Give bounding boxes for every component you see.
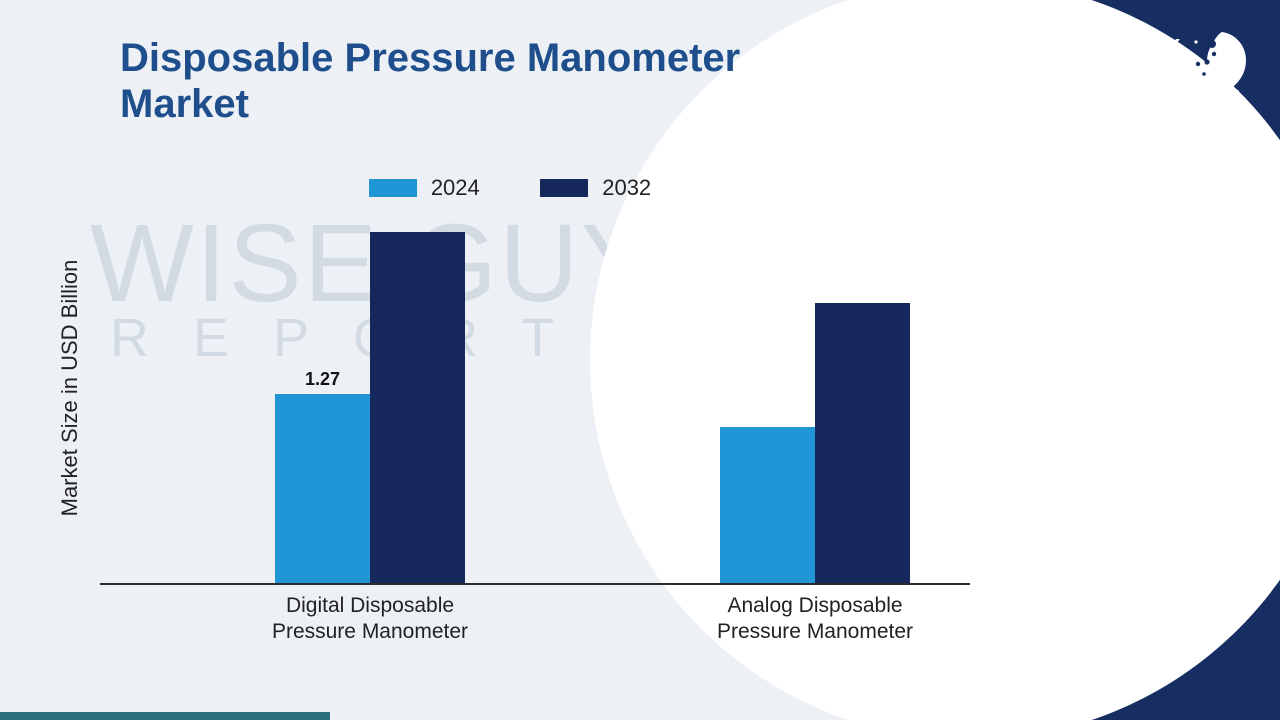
- legend-swatch-2032: [540, 179, 588, 197]
- category-label-digital: Digital Disposable Pressure Manometer: [250, 593, 490, 646]
- bar-analog-2032: [815, 303, 910, 585]
- bar-analog-2024: [720, 427, 815, 585]
- legend: 2024 2032: [50, 175, 970, 202]
- legend-label-2024: 2024: [431, 175, 480, 201]
- y-axis-label: Market Size in USD Billion: [57, 198, 83, 578]
- bar-digital-2024: [275, 394, 370, 585]
- chart-title: Disposable Pressure Manometer Market: [120, 35, 800, 127]
- brand-logo: WISE GUY REPORTS: [994, 30, 1250, 102]
- bar-value-label-digital-2024: 1.27: [275, 369, 370, 390]
- bottom-accent-bar: [0, 712, 330, 720]
- legend-label-2032: 2032: [602, 175, 651, 201]
- bar-digital-2032: [370, 232, 465, 585]
- brand-logo-line1: WISE GUY: [994, 31, 1182, 72]
- plot-area: 1.27 Digital Disposable Pressure Manomet…: [100, 225, 970, 585]
- category-label-analog: Analog Disposable Pressure Manometer: [695, 593, 935, 646]
- legend-item-2024: 2024: [369, 175, 480, 201]
- chart-area: 2024 2032 Market Size in USD Billion 1.2…: [50, 175, 970, 705]
- x-axis-baseline: [100, 583, 970, 585]
- legend-swatch-2024: [369, 179, 417, 197]
- page-root: WISE GUY REPORTS Disposable Pressure Man…: [0, 0, 1280, 720]
- y-axis-label-wrap: Market Size in USD Billion: [50, 175, 86, 595]
- brand-head-icon: [1192, 30, 1250, 90]
- legend-item-2032: 2032: [540, 175, 651, 201]
